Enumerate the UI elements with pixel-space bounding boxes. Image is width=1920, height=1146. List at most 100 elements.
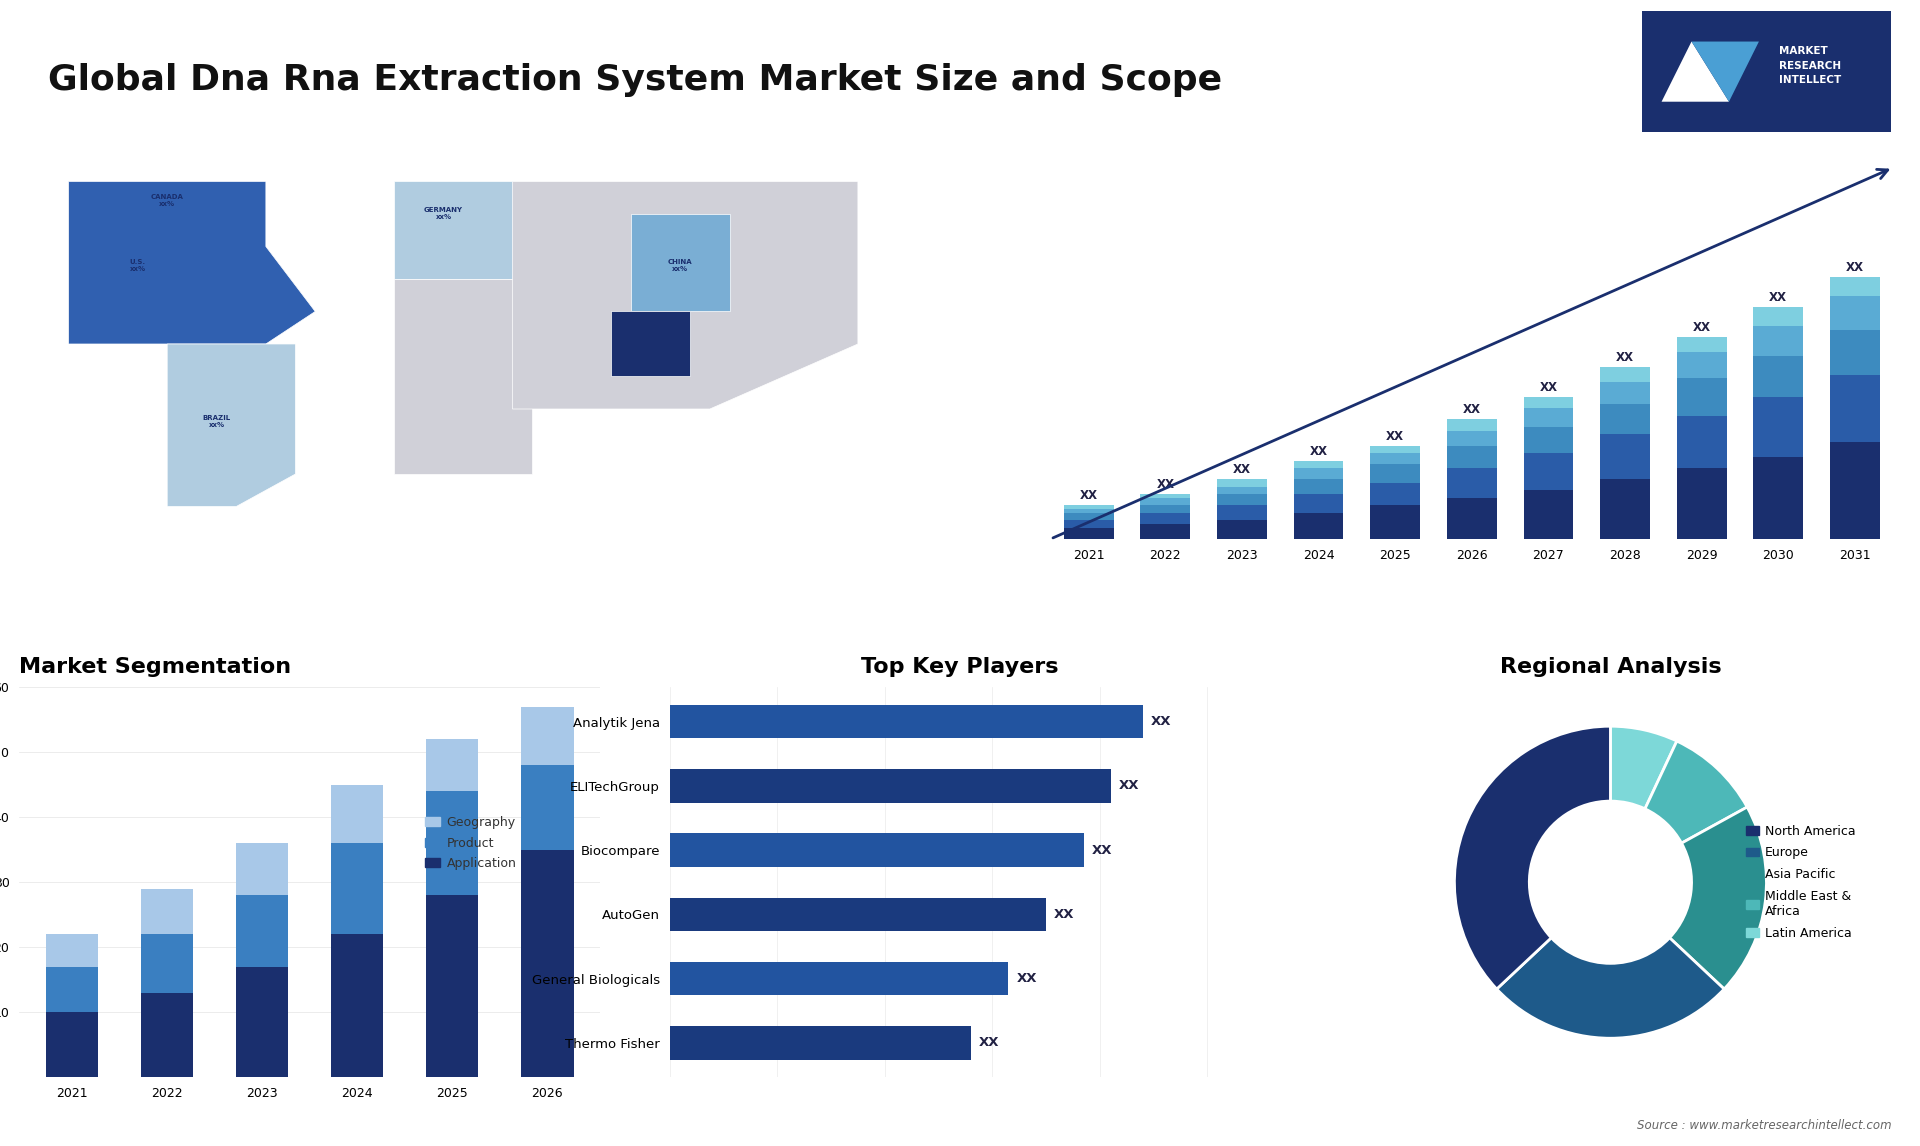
Wedge shape	[1498, 937, 1724, 1038]
Bar	[1371, 446, 1421, 453]
Bar	[1676, 337, 1726, 352]
Bar	[1599, 434, 1649, 479]
Text: CHINA
xx%: CHINA xx%	[668, 259, 693, 273]
Bar	[1676, 378, 1726, 416]
Bar	[426, 895, 478, 1077]
Bar	[670, 961, 1008, 995]
Text: XX: XX	[1540, 380, 1557, 394]
Bar	[1064, 509, 1114, 513]
Bar	[1217, 487, 1267, 494]
Bar	[1753, 397, 1803, 457]
Title: Top Key Players: Top Key Players	[862, 658, 1058, 677]
Text: XX: XX	[1119, 779, 1139, 792]
Text: GERMANY
xx%: GERMANY xx%	[424, 207, 463, 220]
Bar	[1140, 497, 1190, 505]
Bar	[1371, 464, 1421, 482]
Bar	[1523, 427, 1572, 453]
Bar	[1830, 442, 1880, 539]
Text: XX: XX	[1150, 715, 1171, 728]
Text: BRAZIL
xx%: BRAZIL xx%	[202, 416, 230, 429]
Bar	[670, 769, 1110, 802]
Bar	[140, 934, 194, 992]
Bar	[1830, 277, 1880, 296]
Bar	[1064, 528, 1114, 539]
Bar	[1753, 325, 1803, 356]
Bar	[670, 833, 1083, 866]
Bar	[1371, 453, 1421, 464]
Bar	[1064, 505, 1114, 509]
Polygon shape	[69, 181, 315, 344]
Bar	[1294, 461, 1344, 468]
Text: INDIA
xx%: INDIA xx%	[639, 337, 662, 351]
Bar	[46, 967, 98, 1012]
Bar	[1294, 468, 1344, 479]
Text: XX: XX	[1016, 972, 1037, 986]
Polygon shape	[394, 278, 532, 474]
Bar	[1448, 419, 1498, 431]
Bar	[236, 895, 288, 967]
Bar	[1217, 479, 1267, 487]
Bar	[1753, 457, 1803, 539]
Bar	[1448, 431, 1498, 446]
Bar	[670, 1026, 972, 1060]
Bar	[236, 967, 288, 1077]
Bar	[330, 785, 384, 843]
Wedge shape	[1670, 807, 1766, 989]
Bar	[1064, 520, 1114, 528]
Bar	[520, 707, 574, 766]
Text: U.S.
xx%: U.S. xx%	[129, 259, 146, 273]
Bar	[1599, 405, 1649, 434]
Bar	[426, 791, 478, 895]
Text: XX: XX	[979, 1036, 998, 1050]
Title: Regional Analysis: Regional Analysis	[1500, 658, 1720, 677]
Bar	[1140, 513, 1190, 524]
Bar	[520, 849, 574, 1077]
Bar	[1371, 505, 1421, 539]
Polygon shape	[1692, 41, 1759, 102]
Bar	[1448, 497, 1498, 539]
Polygon shape	[513, 181, 858, 409]
Text: XX: XX	[1079, 489, 1098, 502]
Bar	[46, 934, 98, 967]
Bar	[46, 1012, 98, 1077]
Text: XX: XX	[1309, 445, 1327, 457]
Bar	[1523, 453, 1572, 490]
Bar	[1676, 416, 1726, 468]
Polygon shape	[394, 181, 513, 278]
Bar	[1599, 382, 1649, 405]
Bar	[1599, 479, 1649, 539]
Bar	[1523, 490, 1572, 539]
Bar	[1140, 494, 1190, 497]
Bar	[1448, 446, 1498, 468]
Bar	[330, 843, 384, 934]
Text: XX: XX	[1463, 403, 1480, 416]
Bar	[1064, 513, 1114, 520]
Legend: Geography, Product, Application: Geography, Product, Application	[420, 811, 522, 876]
Bar	[1676, 352, 1726, 378]
Wedge shape	[1611, 727, 1676, 809]
Text: XX: XX	[1845, 261, 1864, 274]
Text: XX: XX	[1092, 843, 1112, 856]
Text: XX: XX	[1768, 291, 1788, 305]
Text: CANADA
xx%: CANADA xx%	[152, 195, 184, 207]
Bar	[1140, 524, 1190, 539]
Text: XX: XX	[1233, 463, 1252, 477]
Bar	[1830, 375, 1880, 442]
Bar	[1753, 356, 1803, 397]
Bar	[1217, 494, 1267, 505]
Text: XX: XX	[1054, 908, 1075, 921]
Bar	[1753, 307, 1803, 325]
Wedge shape	[1645, 741, 1747, 843]
Bar	[1676, 468, 1726, 539]
Bar	[1217, 520, 1267, 539]
Text: Source : www.marketresearchintellect.com: Source : www.marketresearchintellect.com	[1636, 1120, 1891, 1132]
Bar	[236, 843, 288, 895]
Bar	[1217, 505, 1267, 520]
Bar	[1523, 408, 1572, 427]
Bar	[1830, 330, 1880, 375]
Bar	[1599, 367, 1649, 382]
Bar	[1448, 468, 1498, 497]
Polygon shape	[632, 214, 730, 312]
Bar	[1294, 494, 1344, 513]
Text: XX: XX	[1693, 321, 1711, 335]
